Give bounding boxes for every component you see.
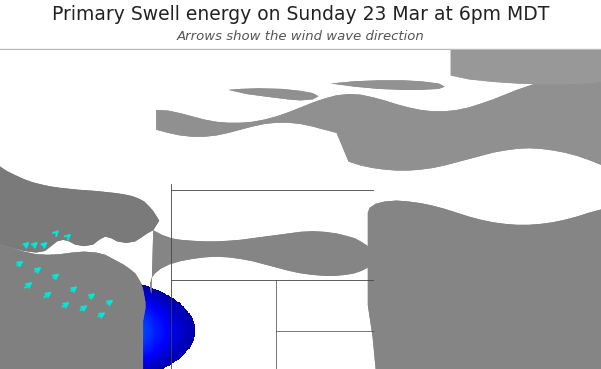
Text: Primary Swell energy on Sunday 23 Mar at 6pm MDT: Primary Swell energy on Sunday 23 Mar at… — [52, 6, 549, 24]
Text: Arrows show the wind wave direction: Arrows show the wind wave direction — [177, 30, 424, 42]
